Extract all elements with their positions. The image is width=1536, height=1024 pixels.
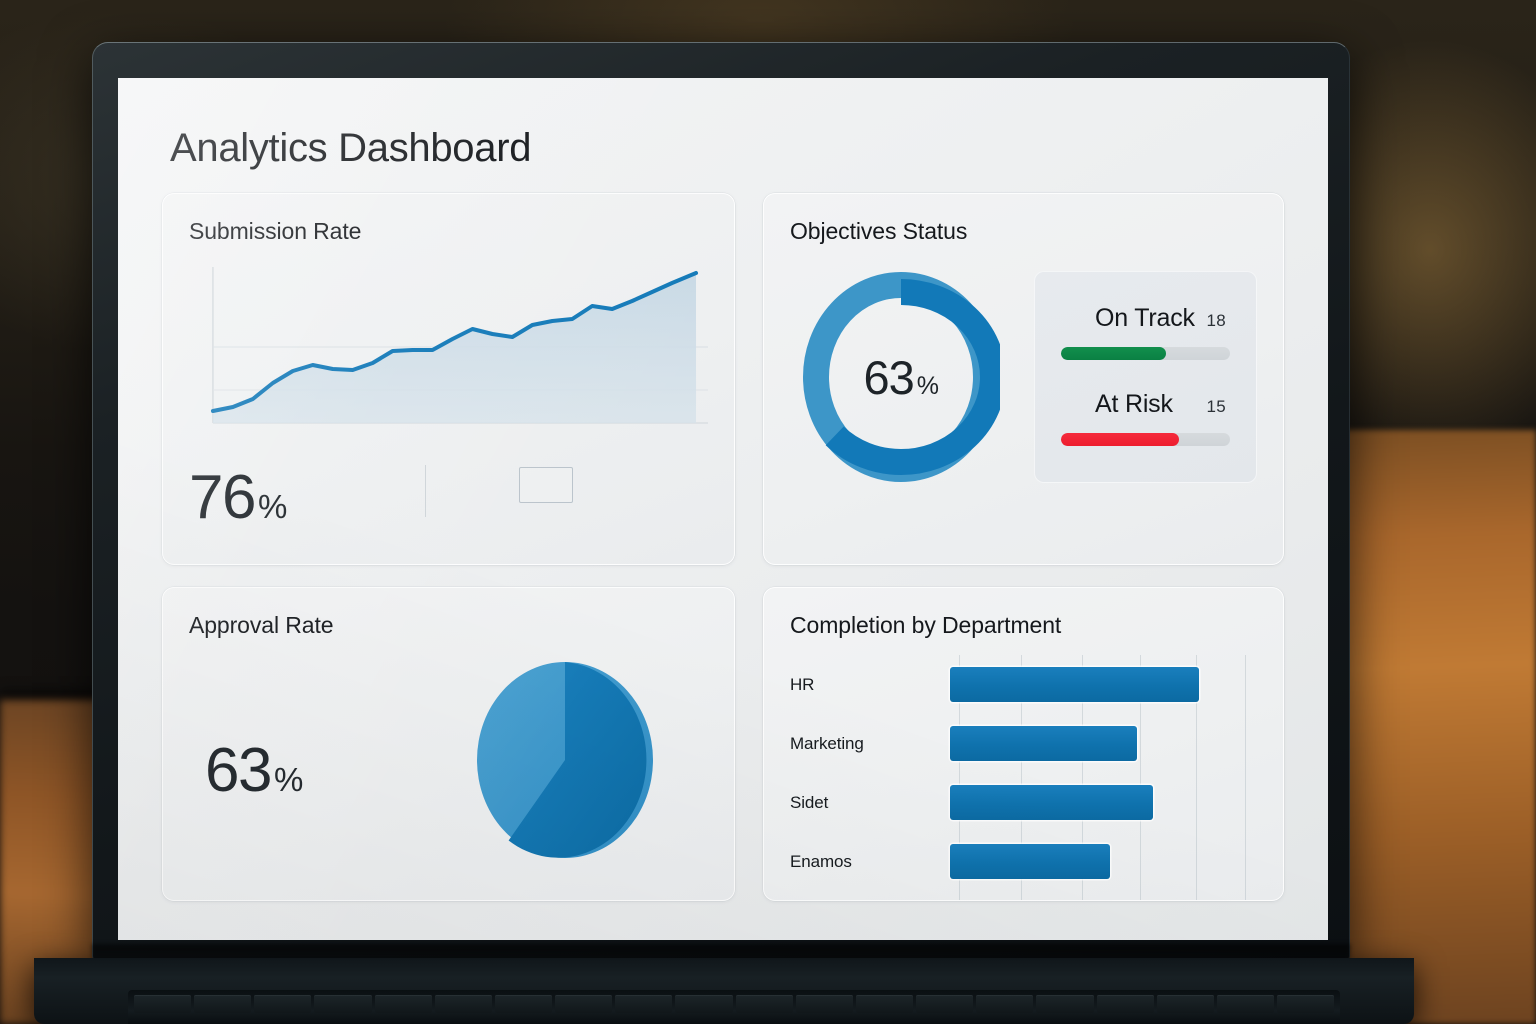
gridline	[959, 655, 961, 900]
approval-rate-pie-chart	[467, 657, 663, 868]
department-row[interactable]: Sidet	[790, 779, 1257, 826]
status-count-on-track: 18	[1206, 311, 1226, 330]
card-title-completion-by-department: Completion by Department	[790, 612, 1062, 638]
gridline	[1020, 655, 1022, 900]
department-row[interactable]: IT	[790, 897, 1257, 900]
gridline	[1082, 655, 1083, 900]
keyboard-key	[434, 995, 492, 1013]
department-bar-track	[950, 661, 1257, 708]
department-bar-rows: HR Marketing Sidet Enamos IT	[790, 661, 1257, 900]
keyboard-key	[314, 995, 372, 1013]
placeholder-box	[519, 467, 573, 503]
department-bar-track	[950, 720, 1257, 767]
keyboard-key	[1216, 995, 1274, 1013]
status-item-on-track[interactable]: On Track 18	[1061, 304, 1230, 360]
status-item-at-risk[interactable]: At Risk 15	[1061, 390, 1230, 446]
department-bar[interactable]	[950, 844, 1111, 879]
department-bar-track	[950, 838, 1257, 885]
department-bar-track	[950, 897, 1257, 900]
keyboard-key	[615, 995, 673, 1013]
keyboard-key	[1156, 995, 1214, 1013]
approval-rate-body: 63%	[189, 639, 708, 876]
keyboard-key	[134, 995, 192, 1013]
keyboard-key	[1036, 995, 1094, 1013]
keyboard-key	[795, 995, 853, 1013]
department-label: Marketing	[790, 733, 864, 753]
department-row[interactable]: Marketing	[790, 720, 1257, 767]
desk-surface-right	[1330, 430, 1536, 1024]
page-title: Analytics Dashboard	[170, 126, 532, 170]
status-label-at-risk: At Risk	[1095, 390, 1173, 418]
department-label: Enamos	[790, 851, 852, 871]
objectives-donut-percent-sign: %	[916, 371, 939, 400]
submission-rate-stat-row: 76%	[189, 457, 708, 539]
donut-chart-svg	[796, 272, 1006, 482]
keyboard-key	[916, 995, 974, 1013]
department-label: Sidet	[790, 792, 829, 812]
submission-rate-number: 76	[189, 463, 256, 532]
gridline	[1244, 655, 1246, 900]
status-count-at-risk: 15	[1206, 397, 1226, 416]
keyboard-key	[1276, 995, 1335, 1013]
card-title-objectives-status: Objectives Status	[790, 218, 968, 244]
department-bar-track	[950, 779, 1257, 826]
keyboard-key	[735, 995, 793, 1013]
department-bar[interactable]	[950, 726, 1138, 761]
approval-rate-percent-sign: %	[273, 760, 303, 798]
objectives-status-panel: On Track 18 At Risk 15	[1034, 271, 1257, 483]
submission-rate-value: 76%	[189, 467, 287, 529]
status-track-on-track	[1061, 347, 1230, 360]
area-chart-fill	[212, 273, 697, 423]
submission-rate-area-chart	[189, 259, 708, 435]
keyboard-key	[675, 995, 733, 1013]
area-chart-line	[210, 271, 699, 413]
card-approval-rate[interactable]: Approval Rate 63%	[162, 587, 735, 901]
keyboard-key	[194, 995, 252, 1013]
keyboard-key	[254, 995, 312, 1013]
status-label-on-track: On Track	[1095, 304, 1195, 332]
analytics-dashboard: Analytics Dashboard Submission Rate	[118, 78, 1328, 940]
card-completion-by-department[interactable]: Completion by Department HR Marketing Side…	[763, 587, 1284, 901]
card-title-approval-rate: Approval Rate	[189, 612, 334, 638]
submission-rate-percent-sign: %	[257, 488, 287, 525]
department-row[interactable]: HR	[790, 661, 1257, 708]
pie-chart-svg	[477, 662, 653, 858]
area-chart-svg	[210, 267, 708, 424]
department-bar[interactable]	[950, 785, 1153, 820]
keyboard-key	[855, 995, 914, 1013]
status-head-on-track: On Track 18	[1061, 304, 1230, 333]
pie-slice-approved	[508, 662, 647, 858]
keyboard-key	[374, 995, 432, 1013]
laptop-keyboard	[128, 990, 1340, 1024]
laptop-screen: Analytics Dashboard Submission Rate	[118, 78, 1328, 940]
stat-divider	[425, 465, 426, 517]
objectives-donut-chart: 63%	[796, 271, 1006, 483]
card-submission-rate[interactable]: Submission Rate	[162, 193, 735, 565]
donut-center-label: 63%	[802, 271, 1000, 483]
department-chart-gridlines	[950, 655, 1257, 900]
objectives-donut-number: 63	[863, 350, 914, 404]
department-label: HR	[790, 674, 815, 694]
dashboard-grid: Submission Rate	[162, 193, 1284, 901]
keyboard-key	[976, 995, 1034, 1013]
status-track-at-risk	[1061, 433, 1230, 446]
approval-rate-value: 63%	[205, 735, 303, 805]
keyboard-key	[494, 995, 553, 1013]
department-bar[interactable]	[950, 667, 1199, 702]
gridline	[1140, 655, 1142, 900]
department-bar-chart: HRMarketingSidetEnamosIT EO2ȉ91OIO2OTE2O…	[790, 655, 1257, 900]
department-row[interactable]: Enamos	[790, 838, 1257, 885]
status-fill-on-track	[1061, 347, 1166, 360]
keyboard-key	[1096, 995, 1154, 1013]
status-fill-at-risk	[1061, 433, 1180, 446]
gridline	[1195, 655, 1197, 900]
approval-rate-number: 63	[205, 735, 272, 805]
status-head-at-risk: At Risk 15	[1061, 390, 1230, 419]
objectives-donut-value: 63%	[863, 350, 939, 404]
objectives-status-body: 63% On Track 18	[790, 271, 1257, 483]
card-objectives-status[interactable]: Objectives Status 63%	[763, 193, 1284, 565]
card-title-submission-rate: Submission Rate	[189, 218, 362, 244]
keyboard-key	[555, 995, 613, 1013]
